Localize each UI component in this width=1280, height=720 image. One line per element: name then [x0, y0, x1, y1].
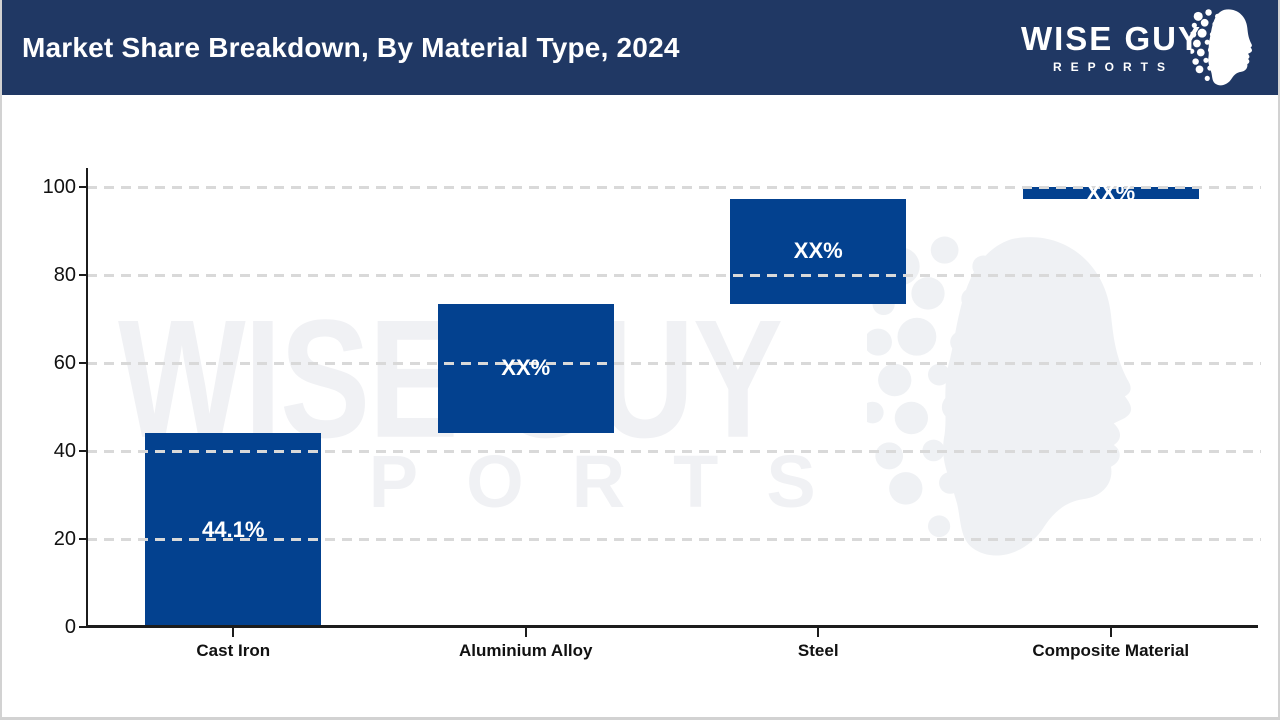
y-tick-mark: [79, 186, 87, 188]
x-tick-label: Aluminium Alloy: [459, 641, 593, 660]
logo-reports-label: REPORTS: [1052, 59, 1174, 74]
grid-line: [87, 274, 1261, 277]
chart-area: WISE GUY REPORTS 0 20 40 60 80 100 44.1% Cast I…: [2, 95, 1278, 717]
grid-line: [87, 362, 1261, 365]
bar-value-label: XX%: [501, 355, 551, 381]
x-tick-mark: [817, 628, 820, 637]
header: Market Share Breakdown, By Material Type…: [2, 0, 1278, 95]
y-tick-mark: [79, 450, 87, 452]
grid-line: [87, 538, 1261, 541]
x-axis-line: [86, 625, 1258, 628]
bar-value-label: 44.1%: [202, 516, 265, 542]
y-tick-label: 100: [42, 176, 76, 198]
y-tick-label: 20: [53, 528, 76, 550]
page-title: Market Share Breakdown, By Material Type…: [22, 31, 680, 63]
y-tick-label: 80: [53, 264, 76, 286]
bar-cast-iron: [145, 432, 322, 627]
bar-aluminium-alloy: [437, 303, 614, 433]
x-tick-label: Cast Iron: [196, 641, 271, 660]
x-tick-mark: [232, 628, 235, 637]
y-tick-mark: [79, 626, 87, 628]
grid-line: [87, 186, 1261, 189]
bar-steel: [730, 199, 907, 304]
bar-composite-material: [1022, 187, 1199, 200]
x-tick-label: Steel: [797, 641, 839, 660]
x-tick-mark: [1109, 628, 1112, 637]
logo-text: WISE GUY REPORTS: [1021, 22, 1202, 74]
bar-value-label: XX%: [1086, 180, 1136, 206]
logo-brand-label: WISE GUY: [1020, 19, 1202, 57]
wiseguy-logo: WISE GUY REPORTS: [1021, 6, 1264, 90]
y-tick-mark: [79, 362, 87, 364]
y-tick-label: 0: [64, 616, 76, 638]
grid-line: [87, 450, 1261, 453]
y-tick-label: 60: [53, 352, 76, 374]
y-tick-mark: [79, 274, 87, 276]
y-tick-mark: [79, 538, 87, 540]
bar-value-label: XX%: [793, 238, 843, 264]
y-axis-line: [86, 168, 88, 627]
x-tick-label: Composite Material: [1032, 641, 1190, 660]
x-tick-mark: [524, 628, 527, 637]
y-tick-label: 40: [53, 440, 76, 462]
